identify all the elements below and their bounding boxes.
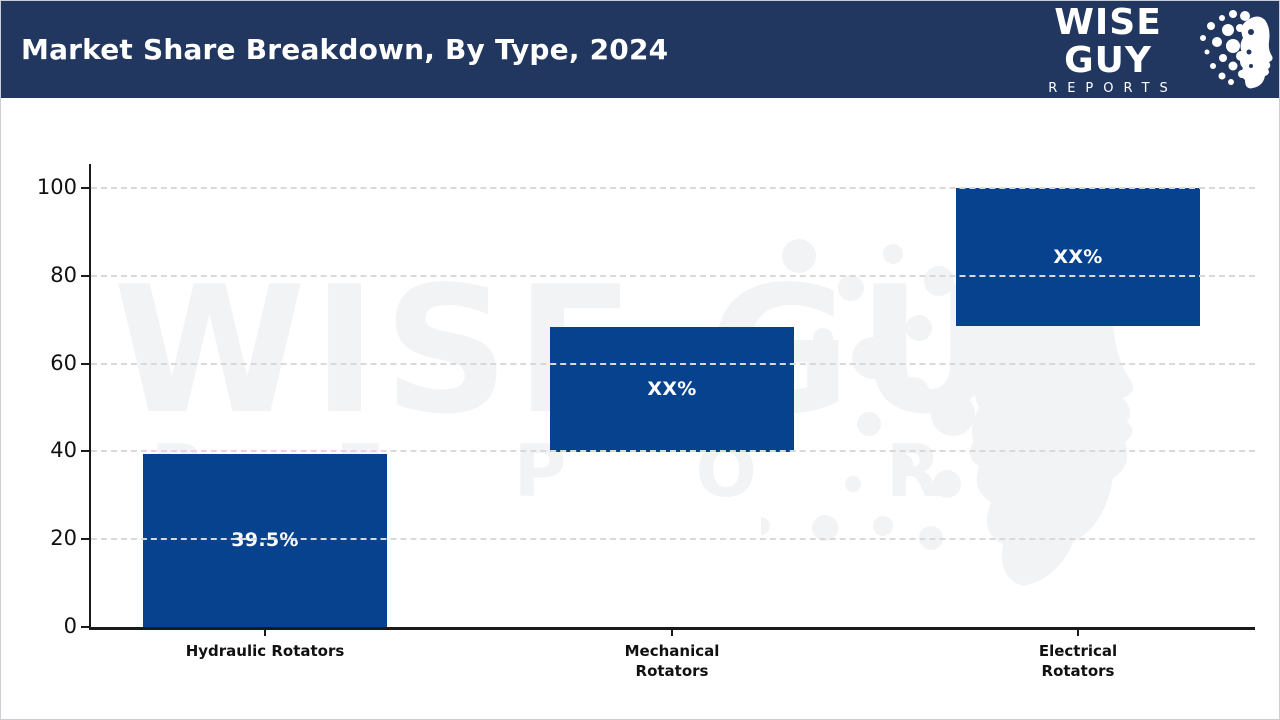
gridline-100 <box>91 187 1255 189</box>
gridline-60 <box>91 362 1255 365</box>
bar-mechanical: XX% <box>550 326 794 453</box>
x-category-label: Hydraulic Rotators <box>185 642 345 660</box>
brand-logo-text: WISE GUY REPORTS <box>1023 2 1193 97</box>
y-tick-0 <box>81 626 89 628</box>
chart-plot-area: 39.5% XX% XX% 0 20 40 60 80 100 Hydraulic Rotator… <box>1 98 1279 719</box>
y-tick-label-40: 40 <box>50 438 77 463</box>
y-tick-label-20: 20 <box>50 526 77 551</box>
page-title: Market Share Breakdown, By Type, 2024 <box>21 33 669 66</box>
x-category-label: Electrical Rotators <box>1038 642 1118 680</box>
y-tick-20 <box>81 538 89 541</box>
y-tick-100 <box>81 187 89 189</box>
y-tick-label-100: 100 <box>36 175 77 199</box>
brand-logo: WISE GUY REPORTS <box>1023 2 1273 97</box>
bar-value-label: 39.5% <box>231 529 299 552</box>
y-tick-label-0: 0 <box>63 614 77 638</box>
brand-wordmark: WISE GUY <box>1054 2 1162 81</box>
y-tick-60 <box>81 362 89 365</box>
y-tick-label-60: 60 <box>50 350 77 375</box>
header-bar: Market Share Breakdown, By Type, 2024 WI… <box>1 1 1279 98</box>
bar-hydraulic-rotators: 39.5% <box>143 453 387 627</box>
x-tick-3 <box>1077 629 1079 636</box>
bar-value-label: XX% <box>647 378 697 401</box>
brand-subtitle: REPORTS <box>1048 81 1178 96</box>
brand-face-icon <box>1200 10 1273 89</box>
gridline-20 <box>91 538 1255 541</box>
y-axis-line <box>89 164 91 629</box>
y-tick-80 <box>81 274 89 277</box>
x-tick-1 <box>264 629 266 636</box>
y-tick-label-80: 80 <box>50 262 77 287</box>
bar-electrical: XX% <box>956 188 1200 327</box>
gridline-40 <box>91 450 1255 453</box>
gridline-80 <box>91 274 1255 277</box>
x-tick-2 <box>671 629 673 636</box>
bar-value-label: XX% <box>1053 246 1103 269</box>
x-category-label: Mechanical Rotators <box>624 642 720 680</box>
y-tick-40 <box>81 450 89 453</box>
x-axis-line <box>89 627 1255 630</box>
